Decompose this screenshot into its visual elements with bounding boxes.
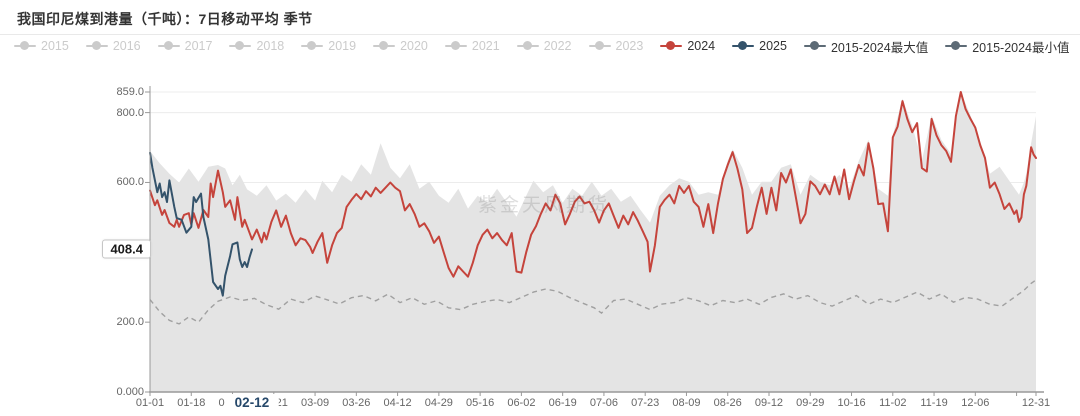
x-axis-label: 01-01 xyxy=(135,397,165,409)
legend-label: 2019 xyxy=(328,39,357,53)
x-axis-label: 06-19 xyxy=(548,397,577,409)
x-axis-label: 05-16 xyxy=(466,397,495,409)
legend-line-dot-icon xyxy=(229,41,252,51)
y-axis-label: 600.0 xyxy=(116,176,144,189)
legend-item-2023[interactable]: 2023 xyxy=(588,39,644,53)
x-axis-label: 11-02 xyxy=(879,397,907,409)
legend-label: 2015-2024最小值 xyxy=(972,40,1070,55)
y-axis-label: 859.0 xyxy=(116,86,144,98)
x-axis-label: 10-16 xyxy=(837,397,866,409)
legend-label: 2016 xyxy=(112,39,141,53)
legend-item-2017[interactable]: 2017 xyxy=(157,39,213,53)
x-axis-label: 12-06 xyxy=(961,397,990,409)
legend-label: 2018 xyxy=(256,39,285,53)
legend: 2015 2016 2017 2018 2019 2020 2021 2022 2023 2024… xyxy=(14,36,1070,56)
legend-line-dot-icon xyxy=(157,41,180,51)
legend-separator xyxy=(0,34,1080,35)
series-2024-line[interactable] xyxy=(149,91,1037,278)
legend-label: 2024 xyxy=(687,39,716,53)
legend-line-dot-icon xyxy=(85,41,108,51)
legend-line-dot-icon xyxy=(516,41,539,51)
legend-line-dot-icon xyxy=(444,41,467,51)
x-axis-label: 03-09 xyxy=(300,397,330,409)
legend-label: 2023 xyxy=(615,39,644,53)
y-axis-label: 0.000 xyxy=(116,386,144,398)
legend-line-dot-icon xyxy=(373,41,396,51)
legend-item-2016[interactable]: 2016 xyxy=(85,39,141,53)
legend-item-2022[interactable]: 2022 xyxy=(516,39,572,53)
x-axis-label: 07-06 xyxy=(589,397,618,409)
x-axis-label: 01-18 xyxy=(177,397,206,409)
legend-label: 2017 xyxy=(184,39,213,53)
y-axis-label: 200.0 xyxy=(116,316,144,329)
legend-line-dot-icon xyxy=(945,41,968,51)
legend-line-dot-icon xyxy=(803,41,826,51)
legend-item-min[interactable]: 2015-2024最小值 xyxy=(945,37,1070,56)
legend-item-2018[interactable]: 2018 xyxy=(229,39,284,53)
axis-pointer-y-label: 408.4 xyxy=(102,239,151,259)
legend-item-2025[interactable]: 2025 xyxy=(732,39,787,53)
chart-title: 我国印尼煤到港量（千吨）：7日移动平均 季节 xyxy=(17,11,313,27)
x-axis-label: 04-12 xyxy=(383,397,412,409)
legend-item-max[interactable]: 2015-2024最大值 xyxy=(803,37,929,56)
legend-label: 2015 xyxy=(41,39,69,53)
legend-line-dot-icon xyxy=(660,41,683,51)
legend-label: 2020 xyxy=(400,39,428,53)
legend-label: 2025 xyxy=(759,39,787,53)
legend-item-2024[interactable]: 2024 xyxy=(660,39,715,53)
x-axis-label: 08-26 xyxy=(713,397,742,409)
y-axis-label: 800.0 xyxy=(116,106,144,119)
x-axis-label: 06-02 xyxy=(507,397,536,409)
x-axis-label: 07-23 xyxy=(631,397,660,409)
legend-line-dot-icon xyxy=(14,41,36,51)
series-max-area[interactable] xyxy=(150,92,1036,392)
x-axis-label: 03-26 xyxy=(342,397,371,409)
legend-label: 2015-2024最大值 xyxy=(830,40,929,55)
x-axis-label: 09-29 xyxy=(796,397,825,409)
legend-label: 2021 xyxy=(471,39,500,53)
legend-item-2021[interactable]: 2021 xyxy=(444,39,500,53)
x-axis-label: 04-29 xyxy=(424,397,453,409)
x-axis-label: 11-19 xyxy=(920,397,948,409)
legend-item-2019[interactable]: 2019 xyxy=(301,39,356,53)
legend-line-dot-icon xyxy=(588,41,611,51)
x-axis-label: 12-31 xyxy=(1021,397,1051,409)
x-axis-label: 09-12 xyxy=(754,397,784,409)
series-2025-line[interactable] xyxy=(149,151,253,297)
legend-item-2020[interactable]: 2020 xyxy=(373,39,428,53)
legend-label: 2022 xyxy=(543,39,572,53)
axis-pointer-x-label: 02-12 xyxy=(224,394,280,411)
x-axis-label: 08-09 xyxy=(672,397,701,409)
legend-line-dot-icon xyxy=(732,41,755,51)
series-min-dashed-line[interactable] xyxy=(149,279,1037,325)
legend-item-2015[interactable]: 2015 xyxy=(14,39,69,53)
legend-line-dot-icon xyxy=(301,41,324,51)
